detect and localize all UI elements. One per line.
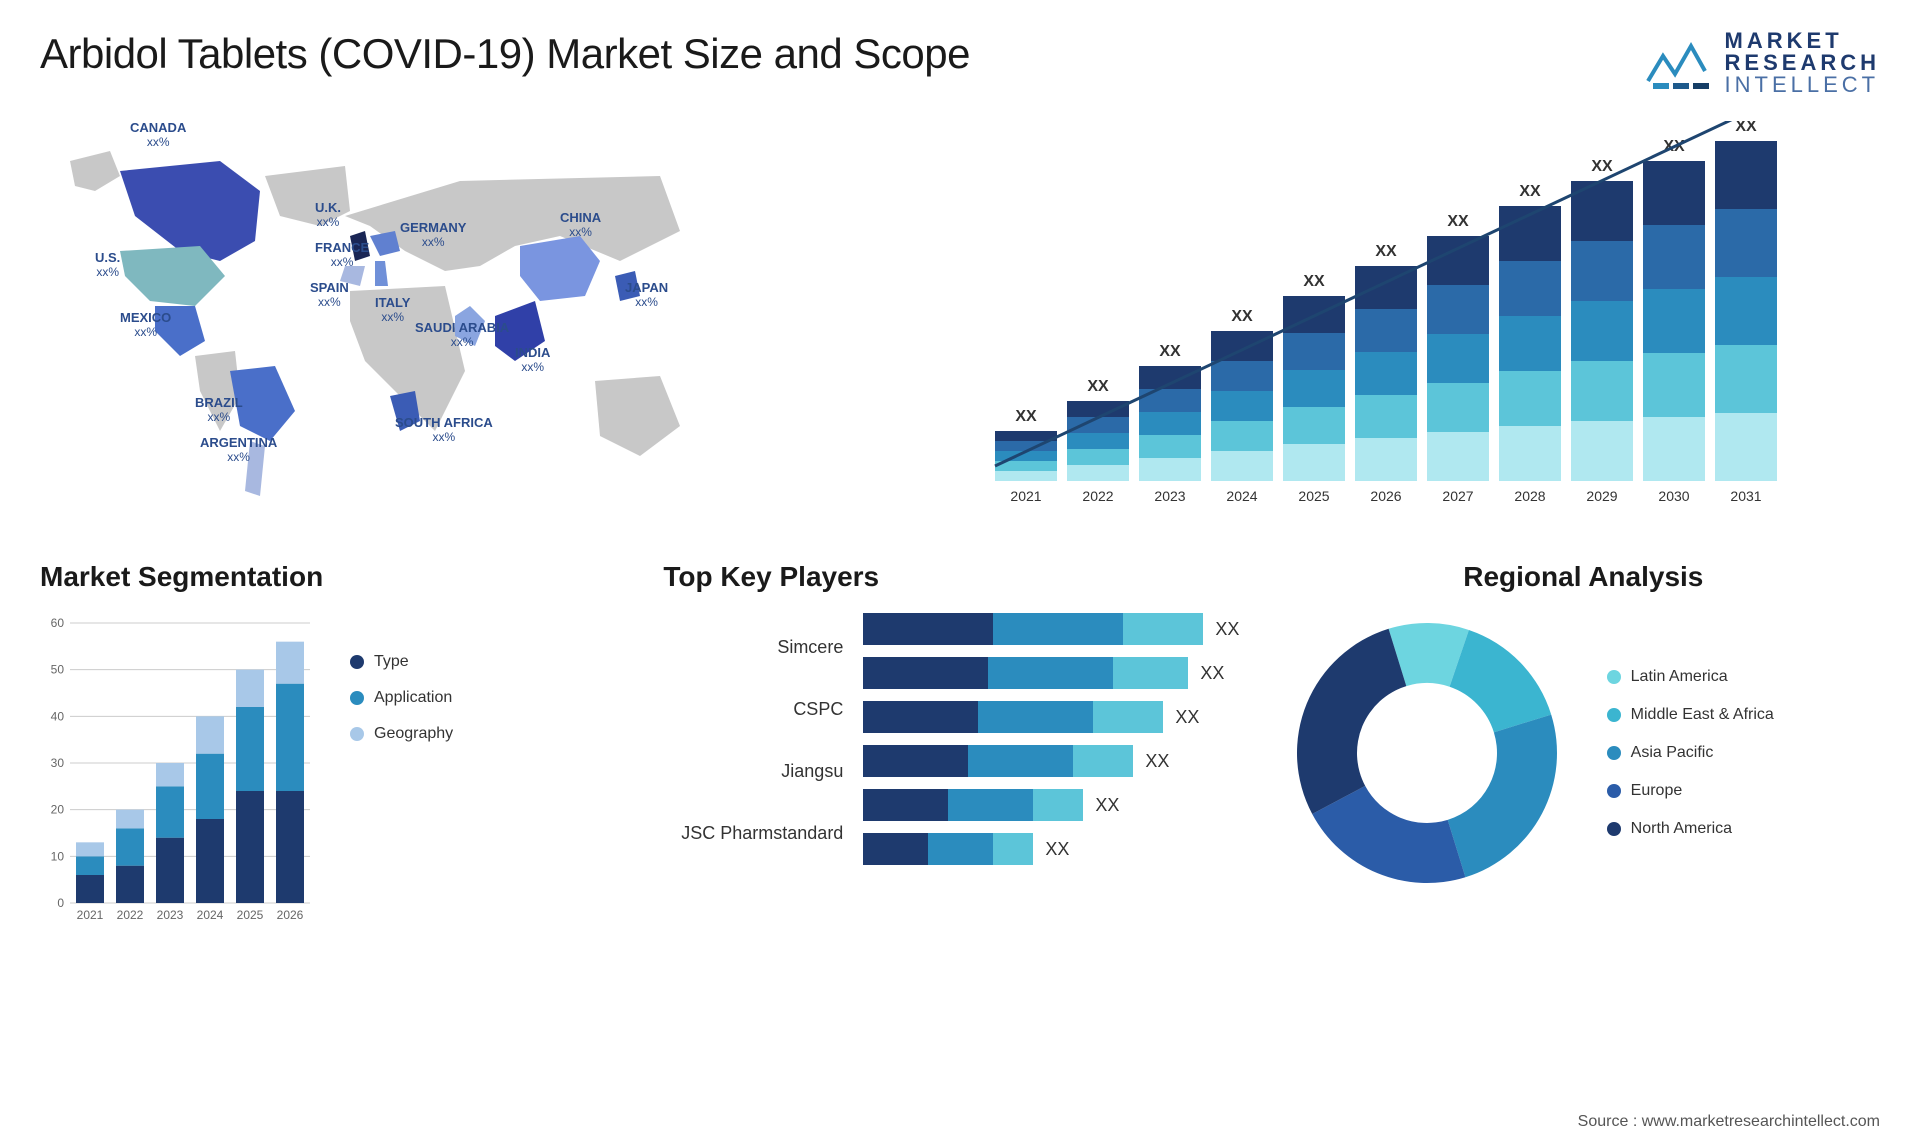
map-label-canada: CANADAxx% (130, 121, 186, 150)
svg-text:2031: 2031 (1730, 488, 1761, 504)
svg-text:XX: XX (1447, 213, 1469, 230)
svg-text:XX: XX (1087, 378, 1109, 395)
svg-text:20: 20 (51, 803, 65, 817)
player-label: JSC Pharmstandard (663, 811, 843, 855)
player-value: XX (1145, 751, 1169, 772)
seg-legend-item: Geography (350, 725, 453, 743)
regional-panel: Regional Analysis Latin America Middle Ea… (1287, 561, 1880, 981)
map-label-u.s.: U.S.xx% (95, 251, 120, 280)
regional-legend-item: North America (1607, 820, 1774, 838)
svg-text:2030: 2030 (1658, 488, 1689, 504)
map-label-argentina: ARGENTINAxx% (200, 436, 277, 465)
page-title: Arbidol Tablets (COVID-19) Market Size a… (40, 30, 970, 78)
svg-text:40: 40 (51, 709, 65, 723)
players-label-list: Simcere CSPC Jiangsu JSC Pharmstandard (663, 613, 843, 865)
players-title: Top Key Players (663, 561, 1256, 593)
segmentation-bar-chart: 0 10 20 30 40 50 60 2021 2022 2023 2024 2025 2026 (40, 613, 320, 933)
svg-text:2025: 2025 (237, 908, 264, 922)
players-bar-list: XX XX XX XX XX XX (863, 613, 1256, 865)
segmentation-title: Market Segmentation (40, 561, 633, 593)
logo-text-3: INTELLECT (1725, 74, 1880, 96)
segmentation-panel: Market Segmentation 0 10 20 30 40 50 60 2021 202… (40, 561, 633, 981)
player-bar-row: XX (863, 833, 1256, 865)
map-label-germany: GERMANYxx% (400, 221, 466, 250)
logo-text-1: MARKET (1725, 30, 1880, 52)
player-bar-row: XX (863, 789, 1256, 821)
svg-text:2021: 2021 (77, 908, 104, 922)
map-label-mexico: MEXICOxx% (120, 311, 171, 340)
player-value: XX (1095, 795, 1119, 816)
svg-text:2022: 2022 (117, 908, 144, 922)
map-label-south-africa: SOUTH AFRICAxx% (395, 416, 493, 445)
svg-text:XX: XX (1159, 343, 1181, 360)
player-value: XX (1215, 619, 1239, 640)
growth-chart-section: 2021 XX 2022 XX 2023 XX 2024 XX 2025 XX 2026 XX 2027… (980, 121, 1880, 521)
world-map-section: CANADAxx% U.S.xx% MEXICOxx% BRAZILxx% ARGENT… (40, 121, 940, 521)
map-label-saudi-arabia: SAUDI ARABIAxx% (415, 321, 509, 350)
svg-text:2025: 2025 (1298, 488, 1329, 504)
map-label-brazil: BRAZILxx% (195, 396, 243, 425)
svg-text:2026: 2026 (1370, 488, 1401, 504)
regional-title: Regional Analysis (1287, 561, 1880, 593)
players-panel: Top Key Players Simcere CSPC Jiangsu JSC Ph… (663, 561, 1256, 981)
regional-donut-chart (1287, 613, 1567, 893)
logo-text-2: RESEARCH (1725, 52, 1880, 74)
regional-legend-item: Latin America (1607, 668, 1774, 686)
map-label-france: FRANCExx% (315, 241, 369, 270)
player-bar-row: XX (863, 745, 1256, 777)
svg-text:50: 50 (51, 663, 65, 677)
seg-legend-item: Type (350, 653, 453, 671)
svg-text:XX: XX (1375, 243, 1397, 260)
player-label: Simcere (663, 625, 843, 669)
svg-text:2023: 2023 (157, 908, 184, 922)
svg-text:2028: 2028 (1514, 488, 1545, 504)
svg-text:2026: 2026 (277, 908, 304, 922)
player-label: CSPC (663, 687, 843, 731)
brand-logo: MARKET RESEARCH INTELLECT (1643, 30, 1880, 96)
player-bar-row: XX (863, 613, 1256, 645)
regional-legend-item: Middle East & Africa (1607, 706, 1774, 724)
svg-text:2024: 2024 (197, 908, 224, 922)
svg-text:2023: 2023 (1154, 488, 1185, 504)
segmentation-legend: Type Application Geography (350, 613, 453, 933)
map-label-japan: JAPANxx% (625, 281, 668, 310)
regional-legend-item: Asia Pacific (1607, 744, 1774, 762)
svg-text:30: 30 (51, 756, 65, 770)
player-value: XX (1045, 839, 1069, 860)
svg-text:10: 10 (51, 849, 65, 863)
svg-text:XX: XX (1231, 308, 1253, 325)
svg-text:XX: XX (1591, 158, 1613, 175)
regional-legend: Latin America Middle East & Africa Asia Pa… (1607, 668, 1774, 838)
map-label-spain: SPAINxx% (310, 281, 349, 310)
seg-legend-item: Application (350, 689, 453, 707)
map-label-italy: ITALYxx% (375, 296, 410, 325)
svg-text:XX: XX (1015, 408, 1037, 425)
svg-text:2027: 2027 (1442, 488, 1473, 504)
svg-text:XX: XX (1519, 183, 1541, 200)
player-value: XX (1175, 707, 1199, 728)
player-bar-row: XX (863, 701, 1256, 733)
player-label: Jiangsu (663, 749, 843, 793)
regional-legend-item: Europe (1607, 782, 1774, 800)
svg-text:2024: 2024 (1226, 488, 1257, 504)
map-label-china: CHINAxx% (560, 211, 601, 240)
svg-text:0: 0 (57, 896, 64, 910)
player-bar-row: XX (863, 657, 1256, 689)
svg-text:2022: 2022 (1082, 488, 1113, 504)
map-label-u.k.: U.K.xx% (315, 201, 341, 230)
player-value: XX (1200, 663, 1224, 684)
svg-text:XX: XX (1735, 121, 1757, 135)
map-label-india: INDIAxx% (515, 346, 550, 375)
growth-bar-chart: 2021 XX 2022 XX 2023 XX 2024 XX 2025 XX 2026 XX 2027… (980, 121, 1800, 521)
svg-text:60: 60 (51, 616, 65, 630)
svg-text:XX: XX (1303, 273, 1325, 290)
source-attribution: Source : www.marketresearchintellect.com (1578, 1113, 1880, 1131)
svg-text:2021: 2021 (1010, 488, 1041, 504)
logo-icon (1643, 36, 1713, 91)
svg-text:2029: 2029 (1586, 488, 1617, 504)
